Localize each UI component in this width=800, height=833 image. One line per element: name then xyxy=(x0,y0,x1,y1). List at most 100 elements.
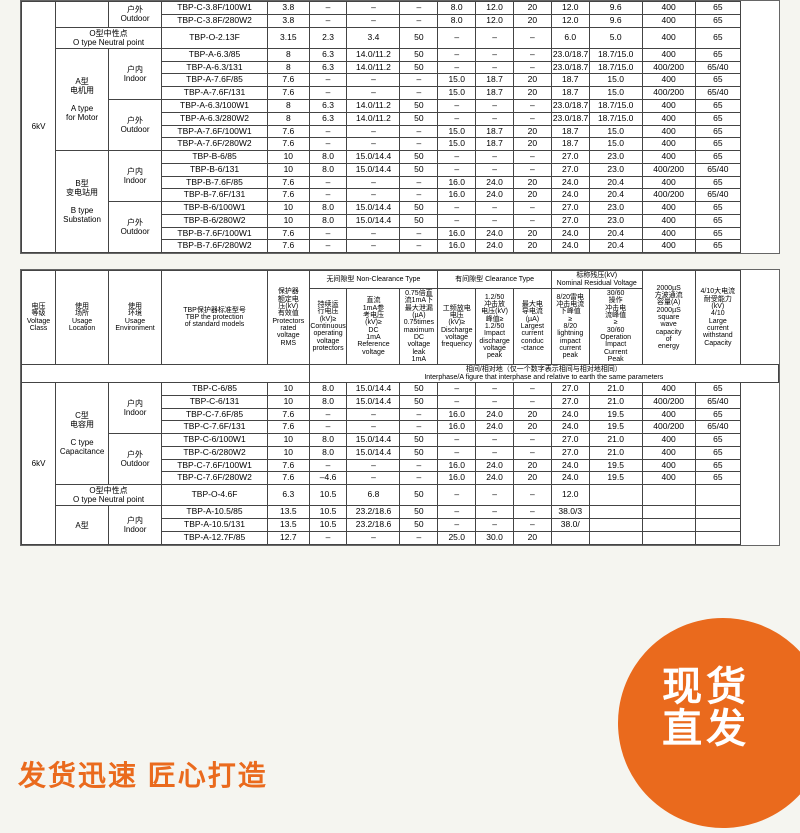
cell: 30.0 xyxy=(476,532,514,545)
cell: TBP-A-6.3/131 xyxy=(162,61,268,74)
cell: 6.3 xyxy=(309,99,347,112)
cell: – xyxy=(309,189,347,202)
cell: 18.7 xyxy=(551,87,589,100)
col-header: 8/20雷电 冲击电流 下峰值 ≥ 8/20 lightning impact … xyxy=(551,288,589,364)
cell: – xyxy=(400,14,438,27)
cell: 8.0 xyxy=(309,151,347,164)
table-1: 6kV户外 OutdoorTBP-C-3.8F/100W13.8–––8.012… xyxy=(21,1,779,253)
col-header: 0.75倍直 流1mA下 最大泄漏 (µA) 0.75times maximum… xyxy=(400,288,438,364)
env-cell: 户内 Indoor xyxy=(109,48,162,99)
cell: 16.0 xyxy=(438,189,476,202)
col-header: 工频放电 电压 (kV)≥ Discharge voltage frequenc… xyxy=(438,288,476,364)
cell: TBP-A-10.5/131 xyxy=(162,519,268,532)
cell: – xyxy=(438,163,476,176)
cell: 400 xyxy=(642,176,695,189)
table-row: O型中性点 O type Neutral pointTBP-O-4.6F6.31… xyxy=(22,485,779,506)
cell: 12.0 xyxy=(476,2,514,15)
table-row: B型 变电站用 B type Substation户内 IndoorTBP-B-… xyxy=(22,151,779,164)
cell: 6.3 xyxy=(309,48,347,61)
cell: 10 xyxy=(268,163,310,176)
cell: TBP-C-7.6F/131 xyxy=(162,421,268,434)
cell: 10 xyxy=(268,151,310,164)
badge-line-2: 直发 xyxy=(662,708,750,750)
cell: – xyxy=(476,61,514,74)
cell: 18.7 xyxy=(551,125,589,138)
env-cell: 户外 Outdoor xyxy=(109,434,162,485)
table-row: A型户内 IndoorTBP-A-10.5/8513.510.523.2/18.… xyxy=(22,506,779,519)
col-header: 使用 环境 Usage Environment xyxy=(109,271,162,365)
cell: TBP-B-6/131 xyxy=(162,163,268,176)
cell xyxy=(642,485,695,506)
cell: – xyxy=(400,532,438,545)
env-cell: 户内 Indoor xyxy=(109,151,162,202)
cell: 50 xyxy=(400,485,438,506)
cell: – xyxy=(438,202,476,215)
cell: – xyxy=(476,382,514,395)
cell: 50 xyxy=(400,48,438,61)
voltage-class: 6kV xyxy=(22,2,56,253)
cell: 7.6 xyxy=(268,176,310,189)
cell: 10 xyxy=(268,446,310,459)
cell: 10 xyxy=(268,395,310,408)
cell: 27.0 xyxy=(551,151,589,164)
cell: 12.7 xyxy=(268,532,310,545)
cell: TBP-A-7.6F/85 xyxy=(162,74,268,87)
table-row: 户外 OutdoorTBP-C-6/100W1108.015.0/14.450–… xyxy=(22,434,779,447)
cell: 18.7 xyxy=(476,87,514,100)
cell: TBP-B-7.6F/100W1 xyxy=(162,227,268,240)
cell: 20 xyxy=(513,14,551,27)
cell: – xyxy=(438,446,476,459)
cell: – xyxy=(476,27,514,48)
cell: 24.0 xyxy=(476,176,514,189)
col-header: 持续运 行电压 (kV)≥ Continuous operating volta… xyxy=(309,288,347,364)
cell: – xyxy=(309,74,347,87)
col-header: 电压 等级 Voltage Class xyxy=(22,271,56,365)
cell: – xyxy=(438,395,476,408)
cell: – xyxy=(400,2,438,15)
cell: 50 xyxy=(400,395,438,408)
cell: 65 xyxy=(695,112,740,125)
cell: – xyxy=(400,138,438,151)
cell: 27.0 xyxy=(551,395,589,408)
cell: – xyxy=(438,382,476,395)
cell: – xyxy=(513,446,551,459)
cell: – xyxy=(438,99,476,112)
cell: 14.0/11.2 xyxy=(347,61,400,74)
col-header: 直流 1mA参 考电压 (kV)≥ DC 1mA Reference volta… xyxy=(347,288,400,364)
usage-cell: A型 电机用 A type for Motor xyxy=(56,48,109,150)
cell: – xyxy=(400,125,438,138)
cell: 8 xyxy=(268,112,310,125)
cell: 15.0 xyxy=(438,87,476,100)
cell: – xyxy=(309,87,347,100)
cell: 3.4 xyxy=(347,27,400,48)
usage-cell: C型 电容用 C type Capacitance xyxy=(56,382,109,484)
col-header: 30/60 操作 冲击电 流峰值 ≥ 30/60 Operation Impac… xyxy=(589,288,642,364)
cell: 65 xyxy=(695,27,740,48)
cell: – xyxy=(347,87,400,100)
cell: TBP-B-6/85 xyxy=(162,151,268,164)
col-header: 使用 场所 Usage Location xyxy=(56,271,109,365)
voltage-class: 6kV xyxy=(22,382,56,544)
cell: 20 xyxy=(513,532,551,545)
cell: – xyxy=(400,459,438,472)
cell: – xyxy=(476,48,514,61)
cell xyxy=(589,506,642,519)
cell: – xyxy=(309,14,347,27)
cell: 8.0 xyxy=(438,2,476,15)
cell: – xyxy=(438,112,476,125)
cell: 18.7/15.0 xyxy=(589,112,642,125)
cell: – xyxy=(309,2,347,15)
cell: 6.0 xyxy=(551,27,589,48)
cell: 18.7 xyxy=(476,138,514,151)
cell: 7.6 xyxy=(268,189,310,202)
usage-cell: A型 xyxy=(56,506,109,544)
cell: 20 xyxy=(513,176,551,189)
cell: – xyxy=(513,202,551,215)
cell: TBP-O-2.13F xyxy=(162,27,268,48)
cell: 18.7/15.0 xyxy=(589,61,642,74)
cell: 14.0/11.2 xyxy=(347,112,400,125)
cell: – xyxy=(476,395,514,408)
cell: – xyxy=(513,506,551,519)
cell: 50 xyxy=(400,506,438,519)
cell: – xyxy=(347,532,400,545)
